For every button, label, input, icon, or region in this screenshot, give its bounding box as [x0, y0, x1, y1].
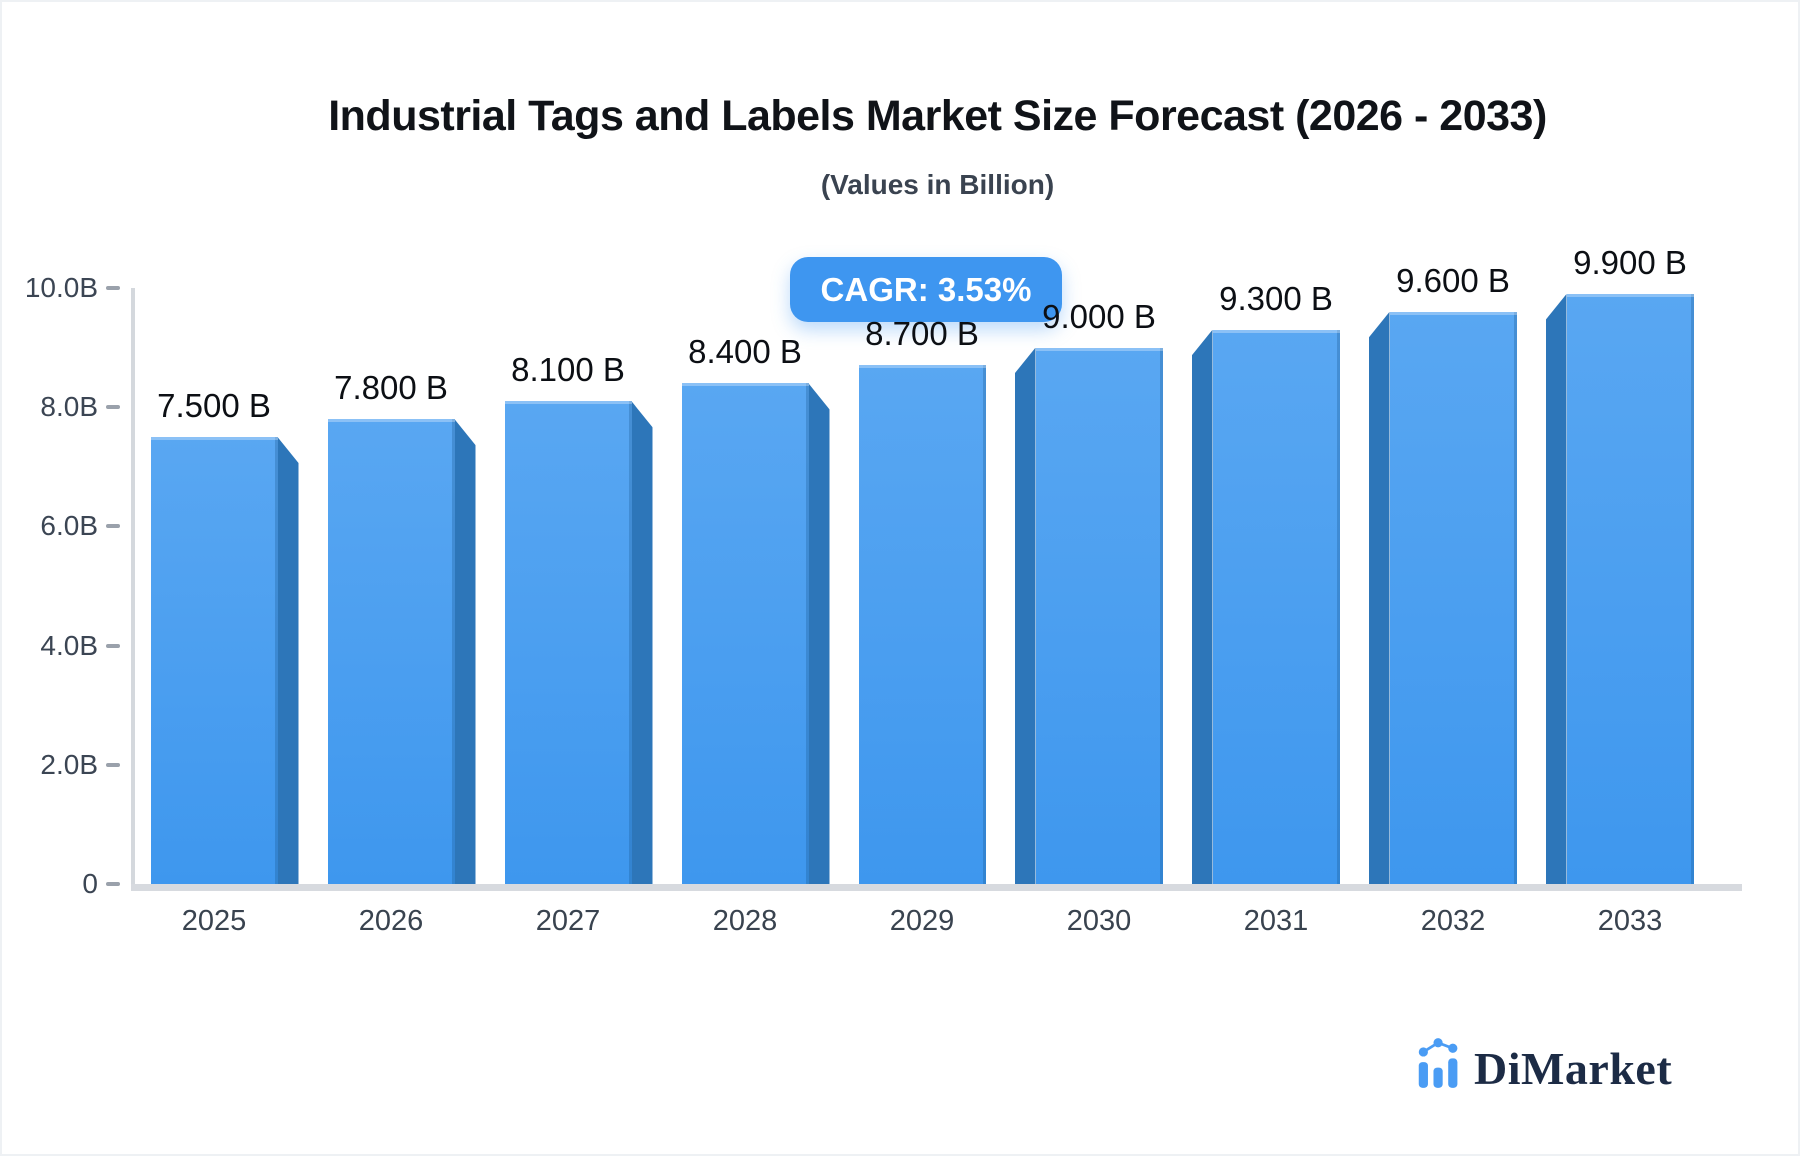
- bar-value-label: 9.600 B: [1396, 261, 1510, 299]
- x-axis-label: 2032: [1420, 905, 1486, 937]
- bar: [1035, 347, 1163, 884]
- bar: [858, 365, 986, 884]
- bar-value-label: 8.100 B: [511, 351, 625, 389]
- x-axis-label: 2033: [1597, 905, 1663, 937]
- bar-3d-side: [1014, 347, 1036, 884]
- y-axis-tick-label: 6.0B: [40, 510, 98, 542]
- y-axis-tick-dash: [106, 643, 120, 648]
- brand-logo: DiMarket: [1416, 1038, 1672, 1093]
- bar-3d-side: [631, 401, 653, 884]
- bar: [504, 401, 632, 884]
- y-axis-line: [131, 288, 135, 884]
- cagr-badge: CAGR: 3.53%: [790, 257, 1062, 322]
- bar-value-label: 9.000 B: [1042, 297, 1156, 335]
- chart-header: Industrial Tags and Labels Market Size F…: [133, 92, 1742, 201]
- bar-value-label: 7.500 B: [157, 387, 271, 424]
- chart-title: Industrial Tags and Labels Market Size F…: [328, 92, 1547, 140]
- y-axis-tick-dash: [106, 882, 120, 886]
- bar-3d-side: [808, 383, 830, 884]
- bar-line-chart-icon: [1416, 1038, 1462, 1093]
- x-axis-label: 2031: [1243, 905, 1309, 937]
- x-axis-label: 2025: [181, 905, 247, 937]
- y-axis-tick-dash: [106, 286, 120, 290]
- x-axis-label: 2026: [358, 905, 424, 937]
- x-axis-label: 2028: [712, 905, 778, 937]
- y-axis-tick-label: 0: [82, 868, 98, 899]
- y-axis-tick-label: 4.0B: [40, 629, 98, 661]
- y-axis-tick-label: 8.0B: [40, 391, 98, 423]
- chart-subtitle: (Values in Billion): [820, 169, 1055, 200]
- bar-value-label: 9.300 B: [1219, 279, 1333, 317]
- bar-value-label: 8.400 B: [688, 333, 802, 371]
- bar: [327, 419, 455, 884]
- bar: [150, 437, 278, 884]
- bar: [1566, 293, 1694, 884]
- bar: [1212, 329, 1340, 884]
- bar-3d-side: [1368, 311, 1390, 884]
- bar-3d-side: [1545, 293, 1567, 884]
- x-axis-label: 2030: [1066, 905, 1132, 937]
- bar: [681, 383, 809, 884]
- x-axis-label: 2027: [535, 905, 601, 937]
- y-axis-tick-dash: [106, 762, 120, 767]
- bar-3d-side: [277, 437, 299, 884]
- y-axis-tick-label: 2.0B: [40, 748, 98, 780]
- bar-value-label: 7.800 B: [334, 369, 448, 407]
- bar: [1389, 311, 1517, 884]
- x-axis-label: 2029: [889, 905, 955, 937]
- brand-logo-text: DiMarket: [1474, 1043, 1673, 1094]
- y-axis-tick-dash: [106, 405, 120, 410]
- cagr-badge-label: CAGR: 3.53%: [820, 270, 1032, 308]
- bar-value-label: 9.900 B: [1573, 243, 1687, 281]
- bar-3d-side: [454, 419, 476, 884]
- bar-3d-side: [1191, 329, 1213, 884]
- bar-value-label: 8.700 B: [865, 315, 979, 353]
- y-axis-tick-label: 10.0B: [24, 272, 98, 303]
- y-axis-tick-dash: [106, 524, 120, 529]
- x-axis-baseline: [131, 884, 1742, 891]
